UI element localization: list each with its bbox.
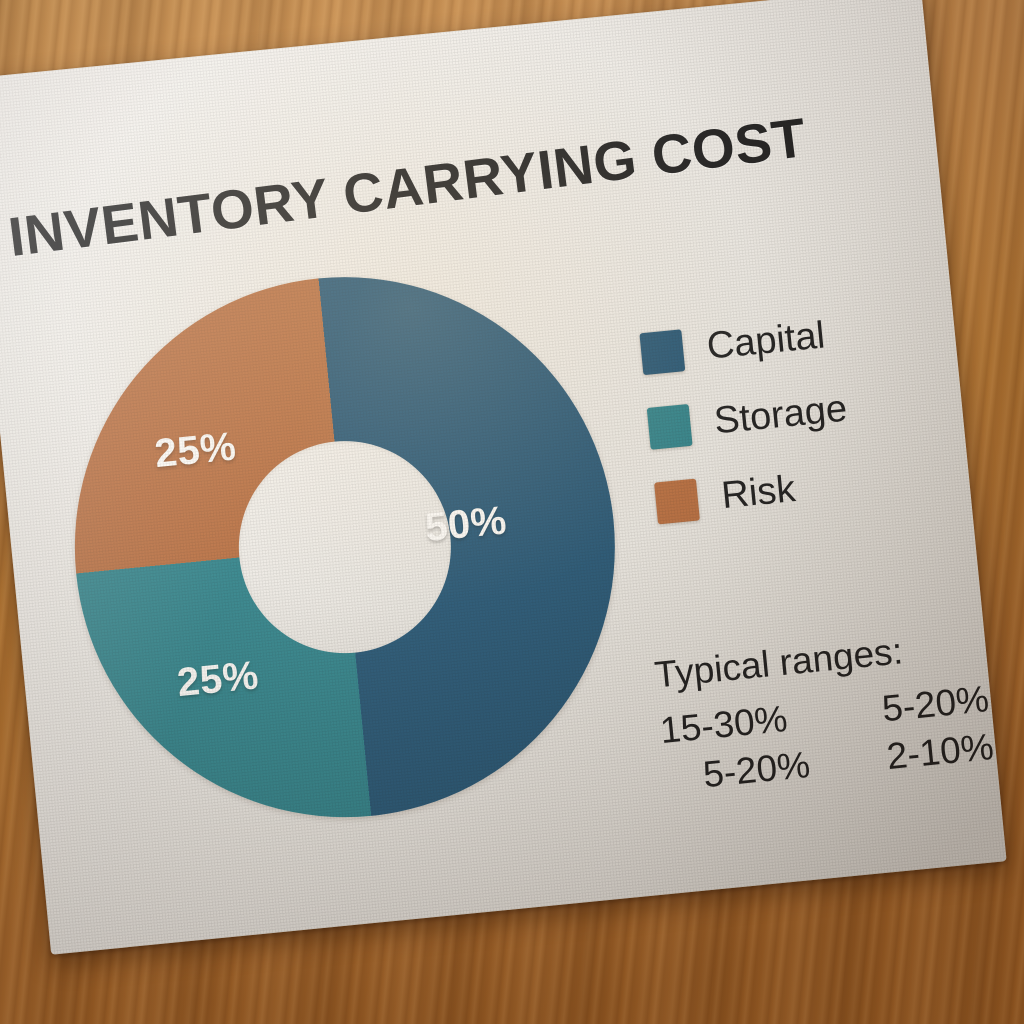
donut-ring	[49, 252, 640, 843]
donut-center-hole	[229, 431, 461, 663]
typical-ranges-grid: 15-30% 5-20% 5-20% 2-10%	[658, 678, 995, 800]
page-title: INVENTORY CARRYING COST	[5, 106, 810, 269]
range-value: 5-20%	[880, 678, 991, 730]
range-value: 5-20%	[701, 743, 812, 796]
legend-swatch-icon-risk	[653, 478, 700, 524]
legend-label-capital: Capital	[704, 314, 827, 368]
range-value: 15-30%	[658, 697, 790, 752]
legend-swatch-icon-storage	[646, 403, 693, 450]
chart-legend: Capital Storage Risk	[639, 303, 960, 556]
slice-label-capital: 50%	[423, 498, 509, 551]
slice-label-storage: 25%	[175, 653, 261, 706]
legend-swatch-icon-capital	[639, 328, 686, 375]
donut-chart: 50% 25% 25%	[38, 231, 672, 865]
legend-label-storage: Storage	[712, 387, 849, 443]
legend-label-risk: Risk	[719, 468, 798, 518]
infographic-card: INVENTORY CARRYING COST 50% 25% 25% Capi…	[0, 0, 1007, 955]
legend-item-risk[interactable]: Risk	[653, 452, 957, 524]
slice-label-risk: 25%	[152, 424, 239, 477]
legend-item-storage[interactable]: Storage	[646, 378, 950, 450]
typical-ranges-block: Typical ranges: 15-30% 5-20% 5-20% 2-10%	[653, 622, 996, 800]
legend-item-capital[interactable]: Capital	[639, 303, 942, 375]
range-value: 2-10%	[884, 725, 996, 778]
